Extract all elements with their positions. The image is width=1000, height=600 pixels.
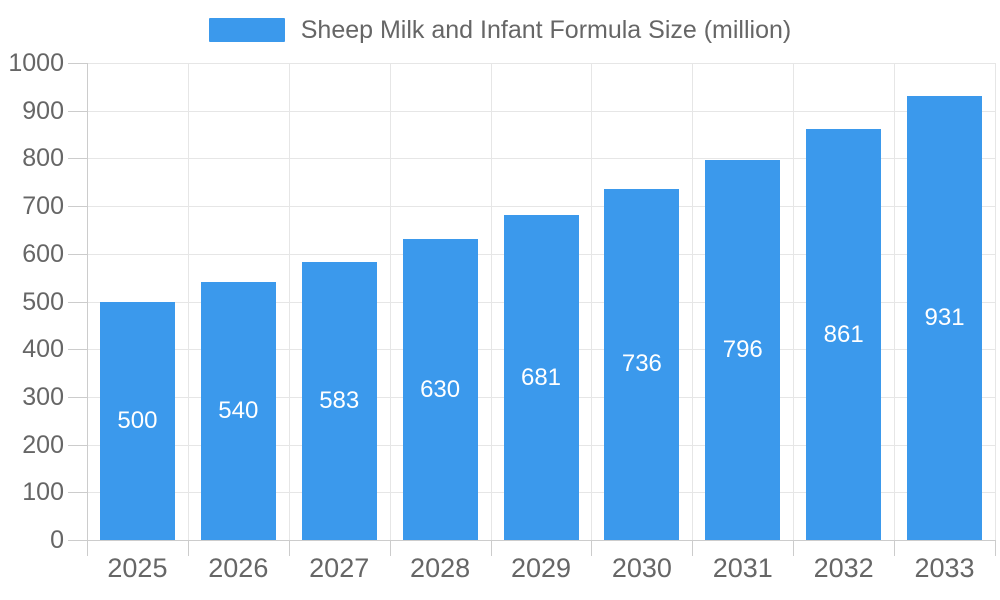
x-axis-label: 2025: [107, 553, 168, 583]
y-axis-label: 600: [22, 239, 64, 268]
x-gridline: [591, 63, 593, 540]
bar-value-label: 540: [218, 397, 259, 425]
bar-value-label: 931: [924, 303, 965, 331]
bar-2028[interactable]: 630: [402, 239, 478, 540]
legend-label: Sheep Milk and Infant Formula Size (mill…: [300, 15, 792, 44]
y-axis-label: 700: [22, 192, 64, 221]
x-axis-label: 2030: [611, 553, 672, 583]
y-axis-tick: [68, 444, 87, 446]
x-gridline: [288, 63, 290, 540]
x-gridline: [894, 63, 896, 540]
bar-2031[interactable]: 796: [705, 160, 781, 540]
y-axis-tick: [68, 63, 87, 64]
bar-value-label: 861: [823, 320, 864, 348]
x-axis-label: 2029: [510, 553, 572, 583]
x-gridline: [995, 63, 996, 540]
y-axis-label: 500: [22, 287, 64, 316]
x-axis-tick: [995, 540, 996, 556]
y-axis-label: 0: [50, 526, 64, 554]
x-axis-label: 2032: [813, 553, 874, 583]
x-gridline: [389, 63, 391, 540]
y-axis-tick: [68, 492, 87, 494]
bar-2026[interactable]: 540: [200, 282, 276, 540]
x-axis-label: 2031: [712, 553, 773, 583]
x-axis-label: 2033: [914, 553, 975, 583]
legend-swatch-icon: [208, 18, 285, 42]
y-axis-tick: [68, 301, 87, 303]
y-axis-tick: [68, 540, 87, 541]
x-axis-label: 2028: [410, 553, 471, 583]
bar-2025[interactable]: 500: [99, 301, 175, 540]
y-axis-label: 300: [22, 382, 64, 411]
y-axis-label: 100: [22, 478, 64, 507]
x-axis-line: [87, 540, 995, 541]
y-axis-tick: [68, 253, 87, 255]
y-axis-label: 1000: [8, 49, 64, 77]
y-axis-label: 800: [22, 144, 64, 173]
bar-value-label: 583: [319, 386, 360, 414]
bar-2029[interactable]: 681: [503, 215, 579, 540]
x-gridline: [490, 63, 492, 540]
bar-value-label: 736: [621, 350, 662, 378]
legend-item[interactable]: Sheep Milk and Infant Formula Size (mill…: [0, 15, 1000, 44]
bar-value-label: 681: [520, 363, 562, 391]
bar-value-label: 796: [722, 336, 763, 364]
x-axis-label: 2026: [208, 553, 269, 583]
y-gridline: [87, 63, 995, 64]
bar-value-label: 500: [117, 406, 158, 434]
bar-2030[interactable]: 736: [604, 188, 680, 540]
y-axis-tick: [68, 396, 87, 398]
y-axis-line: [87, 63, 88, 540]
x-axis-label: 2027: [309, 553, 370, 583]
y-axis-tick: [68, 349, 87, 351]
x-gridline: [692, 63, 694, 540]
y-axis-tick: [68, 110, 87, 112]
y-axis-label: 400: [22, 335, 64, 364]
y-gridline: [87, 110, 995, 112]
x-gridline: [793, 63, 795, 540]
y-axis-label: 900: [22, 96, 64, 125]
bar-2027[interactable]: 583: [301, 261, 377, 540]
y-axis-label: 200: [22, 430, 64, 459]
y-axis-tick: [68, 158, 87, 160]
x-gridline: [187, 63, 189, 540]
bar-value-label: 630: [420, 375, 461, 403]
bar-2033[interactable]: 931: [907, 95, 983, 540]
y-axis-tick: [68, 206, 87, 208]
bar-2032[interactable]: 861: [806, 129, 882, 540]
